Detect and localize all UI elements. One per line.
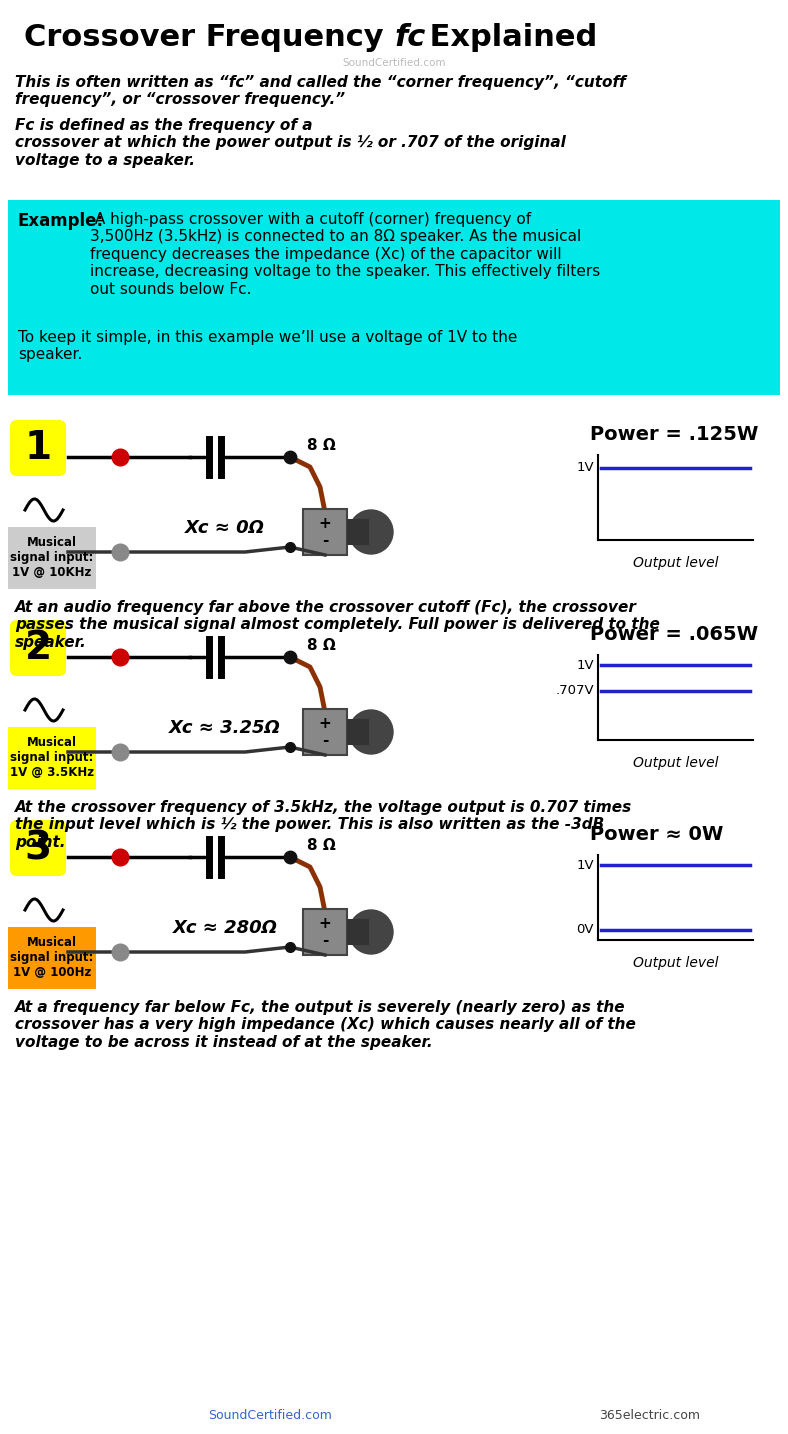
Bar (8, 727, 96, 789)
Bar (303, 909, 347, 955)
Text: Xc ≈ 0Ω: Xc ≈ 0Ω (185, 519, 265, 536)
Text: At an audio frequency far above the crossover cutoff (Fc), the crossover
passes : At an audio frequency far above the cros… (15, 599, 660, 650)
Bar (347, 519, 369, 545)
FancyBboxPatch shape (10, 619, 66, 675)
FancyBboxPatch shape (10, 820, 66, 876)
Text: Musical
signal input:
1V @ 10KHz: Musical signal input: 1V @ 10KHz (10, 536, 94, 579)
FancyBboxPatch shape (10, 420, 66, 476)
Text: 8 Ω: 8 Ω (307, 638, 336, 652)
Text: 8 Ω: 8 Ω (307, 437, 336, 453)
Circle shape (349, 511, 393, 554)
Text: Power = .065W: Power = .065W (590, 625, 758, 644)
Text: -: - (322, 533, 328, 548)
Text: Example:: Example: (18, 212, 104, 229)
Bar (347, 718, 369, 746)
Text: Fc is defined as the frequency of a
crossover at which the power output is ½ or : Fc is defined as the frequency of a cros… (15, 118, 566, 168)
Text: 1V: 1V (576, 462, 594, 475)
Text: Power ≈ 0W: Power ≈ 0W (590, 825, 723, 845)
Bar (303, 509, 347, 555)
Text: 1V: 1V (576, 658, 594, 671)
Text: Xc ≈ 3.25Ω: Xc ≈ 3.25Ω (169, 718, 281, 737)
Text: Xc ≈ 280Ω: Xc ≈ 280Ω (173, 919, 277, 936)
Text: fc: fc (394, 23, 426, 53)
Text: Output level: Output level (633, 756, 718, 770)
Text: Output level: Output level (633, 556, 718, 569)
Bar (8, 528, 96, 589)
Text: A high-pass crossover with a cutoff (corner) frequency of
3,500Hz (3.5kHz) is co: A high-pass crossover with a cutoff (cor… (90, 212, 600, 297)
Text: +: + (318, 915, 332, 931)
Text: 2: 2 (24, 630, 51, 667)
Text: 3: 3 (24, 829, 51, 868)
Bar (8, 926, 96, 989)
Bar (8, 199, 780, 394)
Text: At a frequency far below Fc, the output is severely (nearly zero) as the
crossov: At a frequency far below Fc, the output … (15, 999, 636, 1050)
Text: Power = .125W: Power = .125W (590, 424, 758, 445)
Text: -: - (322, 934, 328, 948)
Text: -: - (322, 734, 328, 749)
Text: Crossover Frequency: Crossover Frequency (24, 23, 394, 53)
Bar (303, 708, 347, 754)
Circle shape (349, 710, 393, 754)
Text: 8 Ω: 8 Ω (307, 837, 336, 852)
Text: At the crossover frequency of 3.5kHz, the voltage output is 0.707 times
the inpu: At the crossover frequency of 3.5kHz, th… (15, 800, 632, 850)
Text: 0V: 0V (577, 923, 594, 936)
Text: Output level: Output level (633, 956, 718, 969)
Text: Musical
signal input:
1V @ 100Hz: Musical signal input: 1V @ 100Hz (10, 936, 94, 979)
Text: To keep it simple, in this example we’ll use a voltage of 1V to the
speaker.: To keep it simple, in this example we’ll… (18, 330, 518, 363)
Text: This is often written as “fc” and called the “corner frequency”, “cutoff
frequen: This is often written as “fc” and called… (15, 75, 626, 108)
Text: .707V: .707V (556, 684, 594, 697)
Text: +: + (318, 515, 332, 531)
Bar (347, 919, 369, 945)
Text: SoundCertified.com: SoundCertified.com (342, 57, 446, 67)
Text: +: + (318, 716, 332, 730)
Text: 365electric.com: 365electric.com (600, 1410, 701, 1423)
Circle shape (349, 911, 393, 954)
Text: SoundCertified.com: SoundCertified.com (208, 1410, 332, 1423)
Text: 1: 1 (24, 429, 51, 467)
Text: Musical
signal input:
1V @ 3.5KHz: Musical signal input: 1V @ 3.5KHz (10, 737, 94, 780)
Text: Explained: Explained (419, 23, 597, 53)
Text: 1V: 1V (576, 859, 594, 872)
